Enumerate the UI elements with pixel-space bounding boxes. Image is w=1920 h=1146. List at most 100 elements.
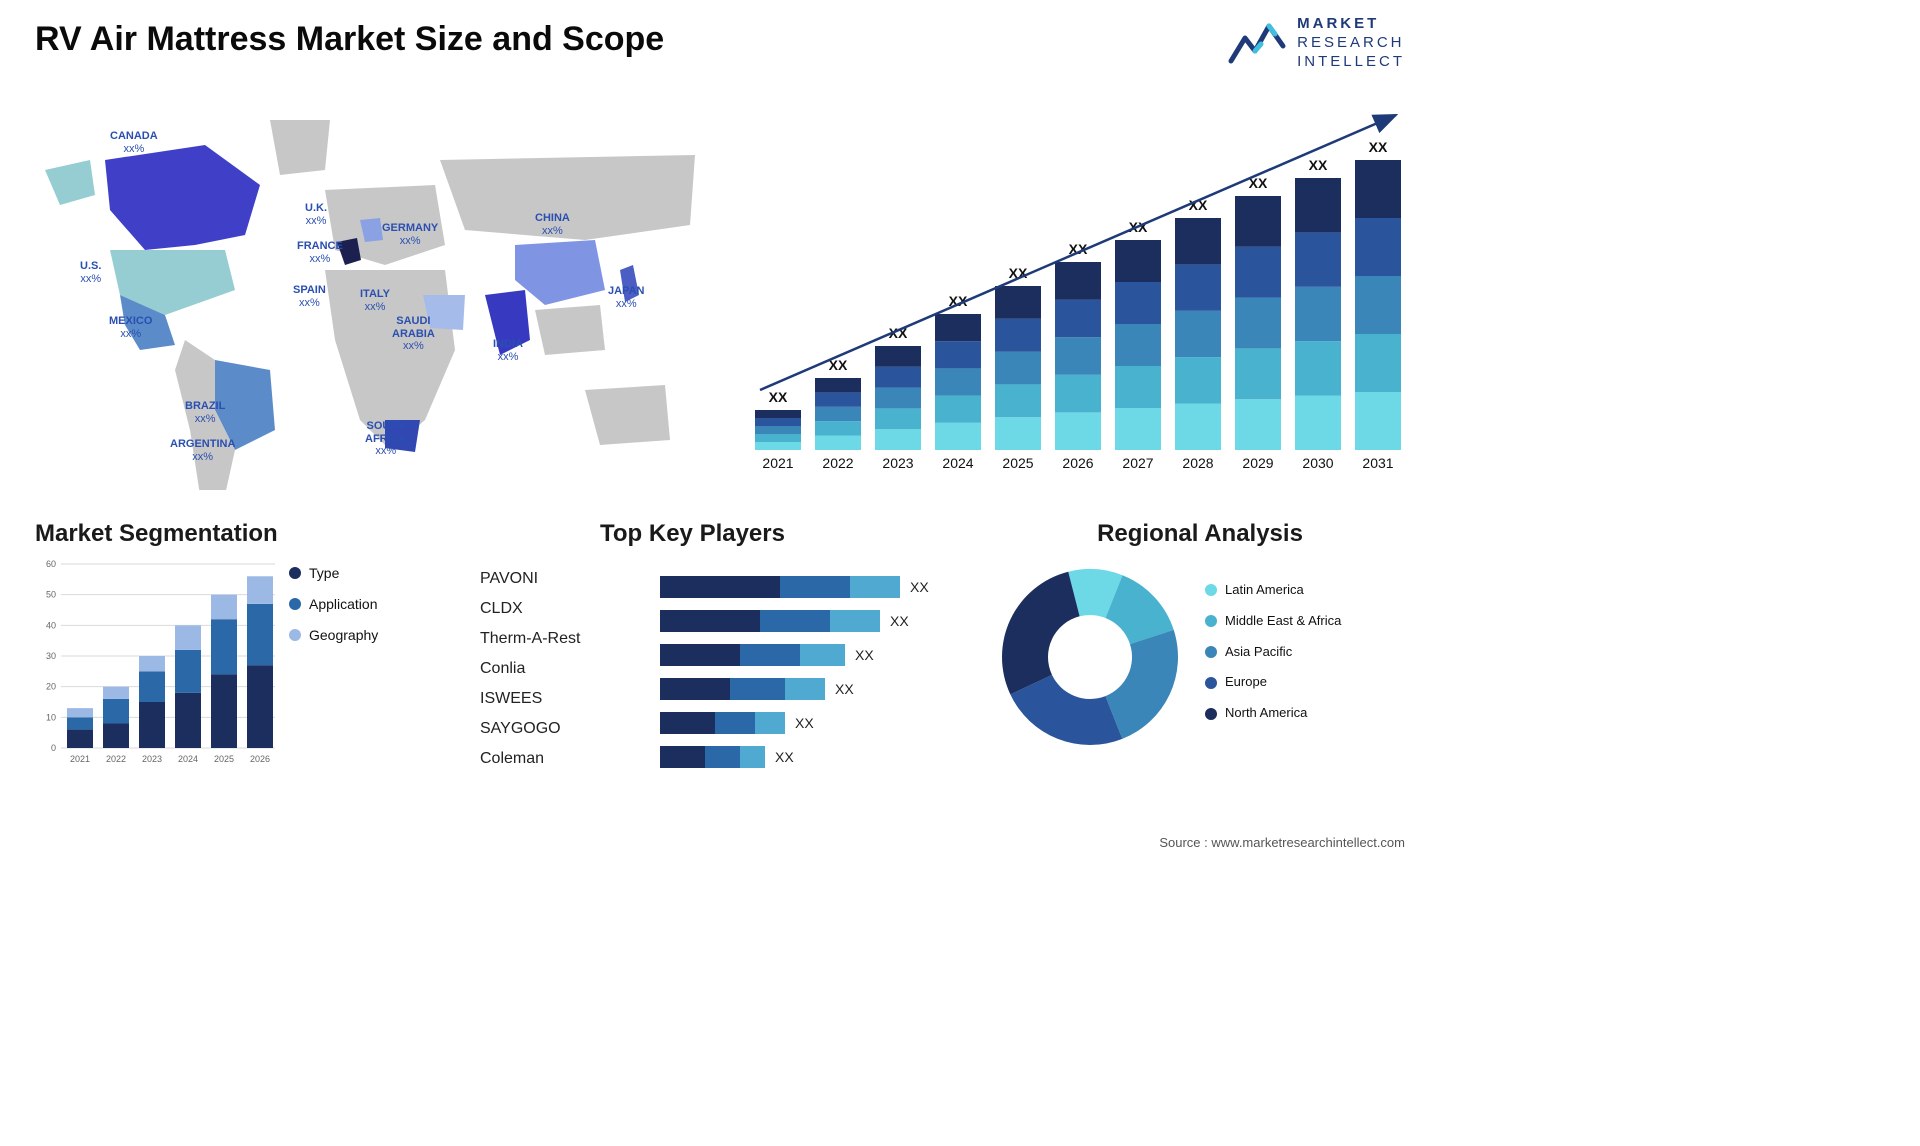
map-label: BRAZILxx% — [185, 400, 225, 425]
logo: MARKET RESEARCH INTELLECT — [1227, 15, 1405, 71]
growth-bar-seg — [935, 368, 981, 395]
legend-label: Latin America — [1225, 580, 1304, 601]
player-bar-seg — [705, 746, 740, 768]
growth-bar-seg — [875, 429, 921, 450]
regional-legend: Latin America Middle East & Africa Asia Pa… — [1205, 580, 1341, 734]
legend-label: Asia Pacific — [1225, 642, 1292, 663]
legend-label: North America — [1225, 703, 1307, 724]
growth-bar-value: XX — [1369, 139, 1388, 155]
player-bar-row: XX — [660, 712, 960, 734]
donut-slice — [1105, 630, 1178, 739]
players-list: PAVONICLDXTherm-A-RestConliaISWEESSAYGOG… — [480, 564, 580, 774]
seg-bar-seg — [211, 674, 237, 748]
segmentation-legend: TypeApplicationGeography — [289, 558, 378, 768]
legend-dot — [1205, 584, 1217, 596]
growth-bar-seg — [1115, 366, 1161, 408]
players-heading: Top Key Players — [600, 520, 980, 548]
map-label: CHINAxx% — [535, 212, 570, 237]
segmentation-heading: Market Segmentation — [35, 520, 455, 548]
growth-bar-seg — [1115, 324, 1161, 366]
legend-label: Middle East & Africa — [1225, 611, 1341, 632]
growth-bar-seg — [755, 426, 801, 434]
seg-bar-seg — [247, 576, 273, 604]
growth-bar-seg — [995, 286, 1041, 319]
growth-bar-seg — [1055, 375, 1101, 413]
legend-item: Type — [289, 558, 378, 589]
legend-item: Asia Pacific — [1205, 642, 1341, 663]
growth-bar-seg — [1235, 247, 1281, 298]
player-bar-seg — [660, 576, 780, 598]
growth-bar-seg — [935, 341, 981, 368]
legend-label: Application — [309, 589, 378, 620]
legend-item: Middle East & Africa — [1205, 611, 1341, 632]
growth-bar-seg — [995, 417, 1041, 450]
player-bar-seg — [800, 644, 845, 666]
growth-bar-seg — [815, 436, 861, 450]
growth-bar-seg — [1055, 300, 1101, 338]
map-label: INDIAxx% — [493, 338, 523, 363]
svg-text:20: 20 — [46, 682, 56, 692]
legend-item: Europe — [1205, 672, 1341, 693]
growth-bar-seg — [875, 367, 921, 388]
growth-bar-seg — [1115, 282, 1161, 324]
growth-year-label: 2024 — [942, 455, 973, 470]
player-name: CLDX — [480, 594, 580, 624]
svg-text:30: 30 — [46, 651, 56, 661]
player-bar-row: XX — [660, 644, 960, 666]
map-label: JAPANxx% — [608, 285, 644, 310]
growth-chart: XX2021XX2022XX2023XX2024XX2025XX2026XX20… — [745, 100, 1405, 470]
player-bar-seg — [785, 678, 825, 700]
seg-bar-seg — [103, 723, 129, 748]
growth-year-label: 2027 — [1122, 455, 1153, 470]
growth-bar-seg — [815, 407, 861, 421]
players-section: Top Key Players PAVONICLDXTherm-A-RestCo… — [480, 520, 980, 548]
player-bar-value: XX — [910, 579, 929, 595]
seg-x-label: 2024 — [178, 754, 198, 764]
seg-x-label: 2026 — [250, 754, 270, 764]
growth-bar-seg — [755, 410, 801, 418]
legend-item: North America — [1205, 703, 1341, 724]
growth-bar-seg — [1175, 404, 1221, 450]
growth-year-label: 2025 — [1002, 455, 1033, 470]
growth-bar-seg — [1295, 396, 1341, 450]
logo-icon — [1227, 16, 1287, 71]
player-bar-seg — [740, 746, 765, 768]
map-label: U.K.xx% — [305, 202, 327, 227]
svg-text:60: 60 — [46, 559, 56, 569]
map-label: U.S.xx% — [80, 260, 101, 285]
growth-bar-seg — [755, 418, 801, 426]
map-label: CANADAxx% — [110, 130, 158, 155]
growth-year-label: 2028 — [1182, 455, 1213, 470]
regional-donut — [995, 562, 1185, 752]
player-bar-seg — [660, 610, 760, 632]
legend-dot — [1205, 708, 1217, 720]
seg-bar-seg — [211, 619, 237, 674]
player-bar-seg — [830, 610, 880, 632]
growth-year-label: 2023 — [882, 455, 913, 470]
seg-bar-seg — [247, 604, 273, 665]
growth-bar-seg — [935, 396, 981, 423]
growth-year-label: 2030 — [1302, 455, 1333, 470]
seg-bar-seg — [139, 656, 165, 671]
growth-bar-seg — [1115, 240, 1161, 282]
segmentation-chart: 0102030405060202120222023202420252026 — [35, 558, 275, 768]
growth-bar-seg — [1175, 264, 1221, 310]
legend-dot — [289, 567, 301, 579]
seg-bar-seg — [211, 595, 237, 620]
legend-dot — [1205, 677, 1217, 689]
growth-bar-seg — [755, 442, 801, 450]
player-bar-seg — [730, 678, 785, 700]
player-bar-value: XX — [855, 647, 874, 663]
growth-bar-seg — [1355, 218, 1401, 276]
seg-bar-seg — [103, 687, 129, 699]
growth-bar-value: XX — [769, 389, 788, 405]
growth-bar-seg — [815, 421, 861, 435]
growth-bar-seg — [1235, 196, 1281, 247]
svg-text:0: 0 — [51, 743, 56, 753]
growth-bar-seg — [875, 388, 921, 409]
legend-label: Geography — [309, 620, 378, 651]
player-bar-value: XX — [835, 681, 854, 697]
player-name: Coleman — [480, 744, 580, 774]
regional-section: Regional Analysis Latin AmericaMiddle Ea… — [995, 520, 1405, 752]
legend-dot — [289, 629, 301, 641]
